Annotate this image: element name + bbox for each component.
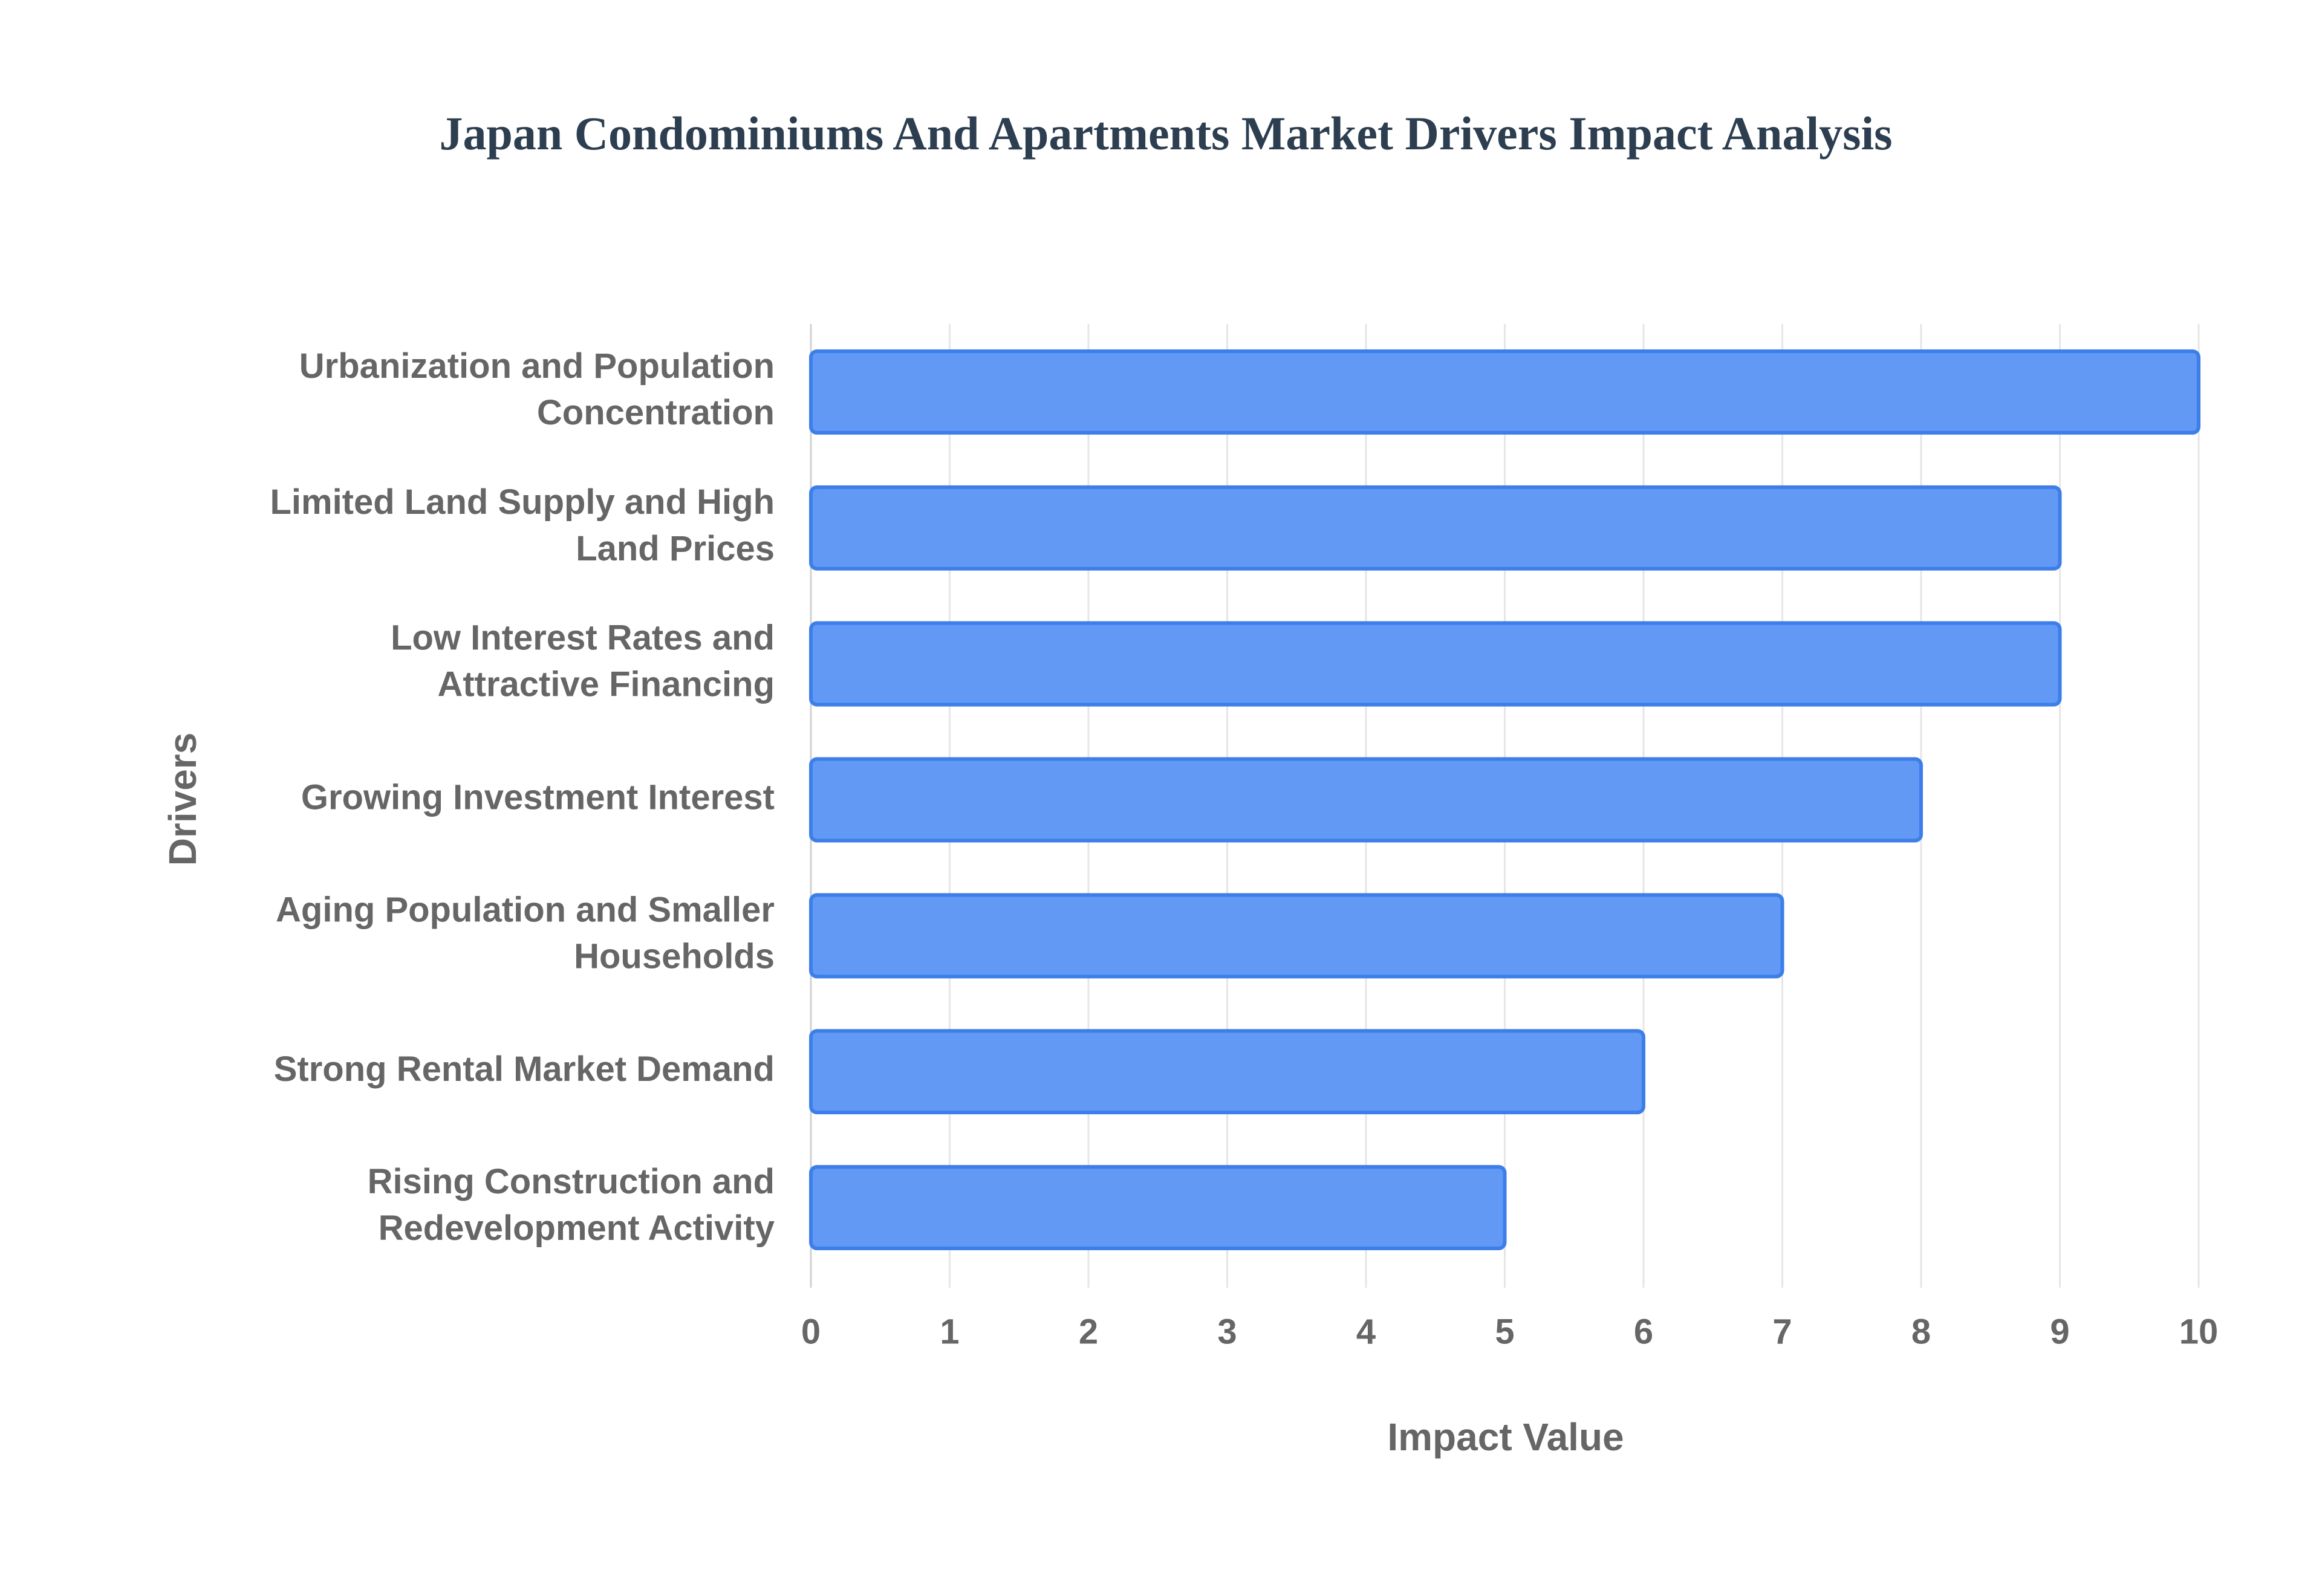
x-tick-label: 3 [1217,1312,1237,1351]
x-axis-title: Impact Value [1387,1415,1624,1459]
y-tick-label: Limited Land Supply and High Land Prices [270,482,775,568]
bar [809,349,2200,435]
x-tick-label: 5 [1495,1312,1514,1351]
y-tick-label: Low Interest Rates and Attractive Financi… [391,618,775,704]
bar [809,621,2062,707]
y-tick-label: Aging Population and Smaller Households [276,890,775,976]
chart-title: Japan Condominiums And Apartments Market… [439,107,1892,160]
x-tick-label: 0 [801,1312,821,1351]
y-tick-label: Urbanization and Population Concentration [299,346,775,432]
bar [809,1029,1645,1115]
y-tick-label: Growing Investment Interest [301,777,775,817]
y-tick-label: Strong Rental Market Demand [274,1049,775,1089]
x-tick-label: 10 [2179,1312,2219,1351]
x-tick-label: 2 [1079,1312,1098,1351]
x-tick-label: 4 [1356,1312,1376,1351]
bar [809,485,2062,571]
x-tick-label: 7 [1772,1312,1792,1351]
x-tick-label: 9 [2050,1312,2069,1351]
bar [809,893,1784,979]
y-axis-title: Drivers [161,733,204,866]
x-tick-label: 1 [940,1312,959,1351]
bar [809,1165,1507,1251]
x-tick-label: 8 [1911,1312,1931,1351]
x-tick-label: 6 [1634,1312,1653,1351]
bar [809,757,1923,843]
y-tick-label: Rising Construction and Redevelopment Act… [368,1162,775,1248]
